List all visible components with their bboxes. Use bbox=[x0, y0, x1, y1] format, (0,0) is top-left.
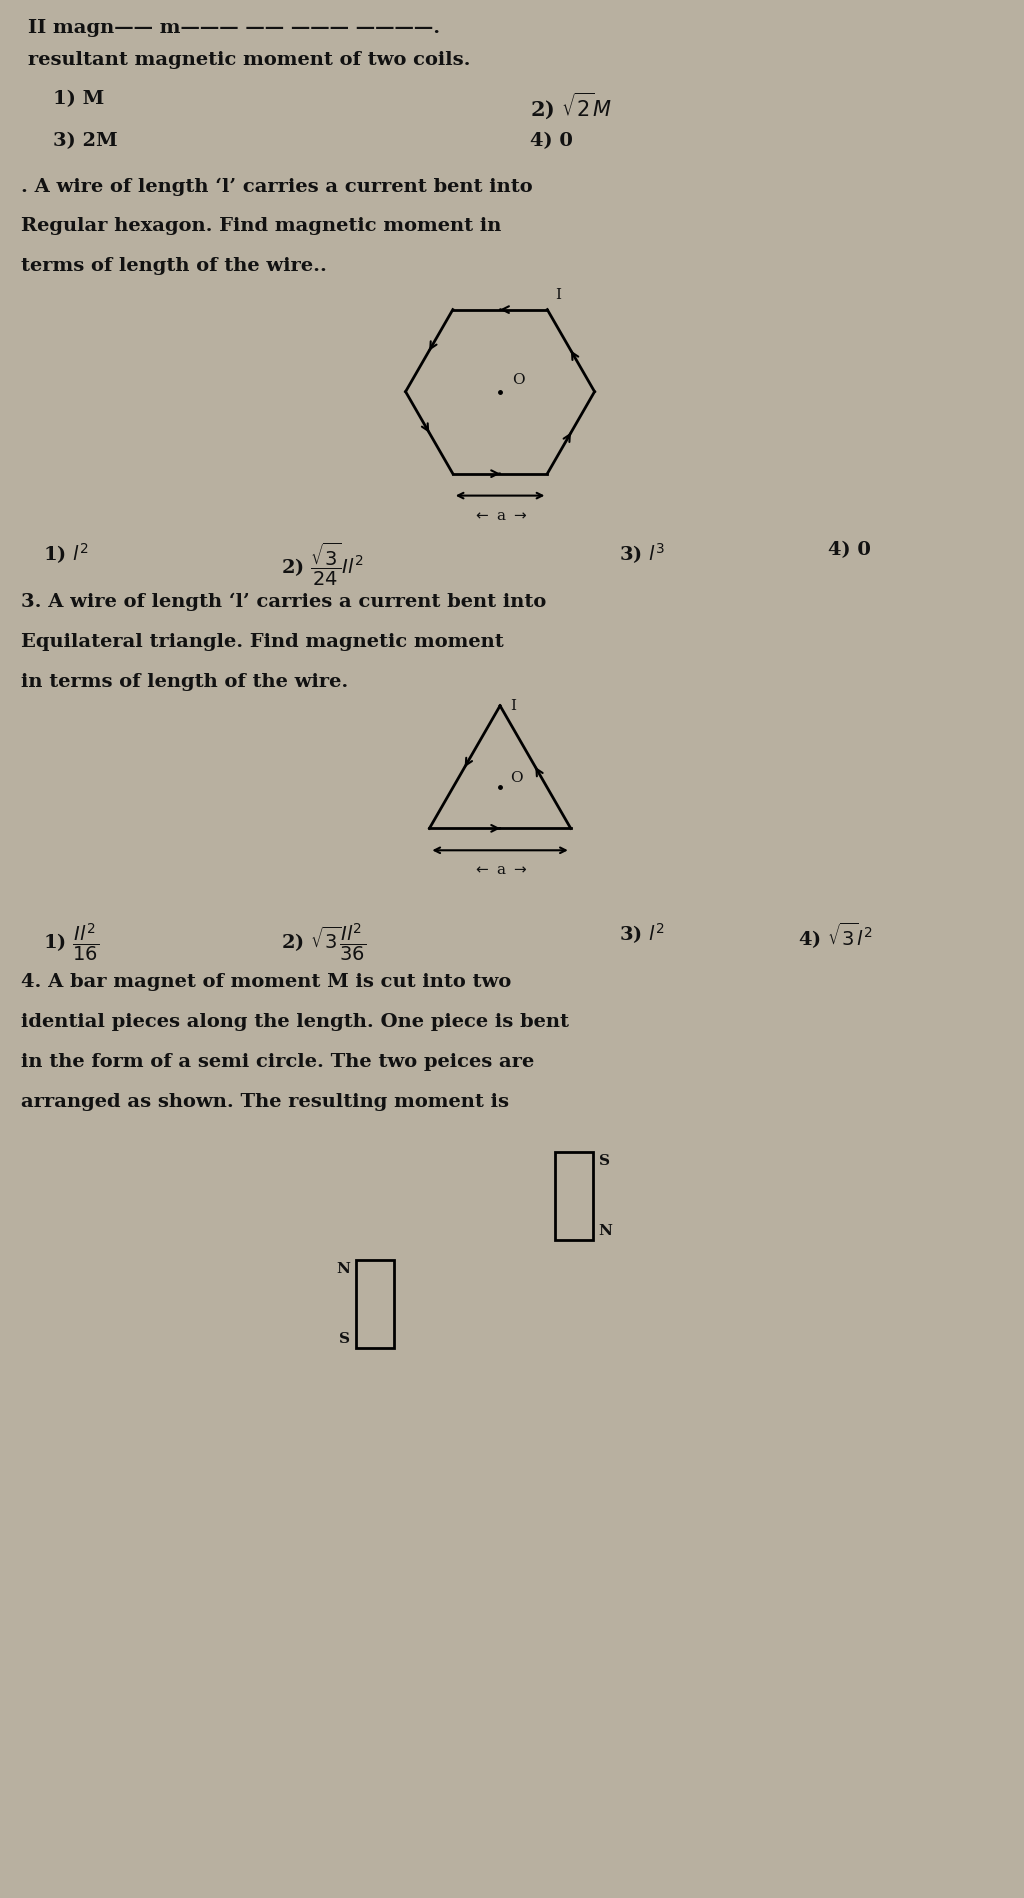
Text: 2) $\dfrac{\sqrt{3}}{24}Il^2$: 2) $\dfrac{\sqrt{3}}{24}Il^2$ bbox=[282, 541, 364, 588]
Text: I: I bbox=[555, 288, 561, 302]
Bar bbox=[356, 1260, 393, 1348]
Text: S: S bbox=[598, 1154, 609, 1169]
Text: 4) $\sqrt{3}l^2$: 4) $\sqrt{3}l^2$ bbox=[799, 921, 872, 951]
Text: I: I bbox=[510, 698, 516, 714]
Text: 4) 0: 4) 0 bbox=[828, 541, 871, 560]
Text: 1) $\dfrac{Il^2}{16}$: 1) $\dfrac{Il^2}{16}$ bbox=[43, 921, 99, 962]
Text: N: N bbox=[336, 1262, 350, 1275]
Text: II magn—— m——— —— ——— ————.: II magn—— m——— —— ——— ————. bbox=[28, 19, 439, 36]
Text: $\leftarrow$ a $\rightarrow$: $\leftarrow$ a $\rightarrow$ bbox=[473, 509, 527, 522]
Text: in terms of length of the wire.: in terms of length of the wire. bbox=[20, 672, 348, 691]
Text: 3) $l^2$: 3) $l^2$ bbox=[620, 921, 666, 945]
Text: arranged as shown. The resulting moment is: arranged as shown. The resulting moment … bbox=[20, 1093, 509, 1110]
Text: in the form of a semi circle. The two peices are: in the form of a semi circle. The two pe… bbox=[20, 1053, 534, 1070]
Text: 2) $\sqrt{2}M$: 2) $\sqrt{2}M$ bbox=[529, 91, 612, 121]
Text: O: O bbox=[512, 372, 524, 387]
Text: 3) 2M: 3) 2M bbox=[52, 133, 117, 150]
Text: 3. A wire of length ‘l’ carries a current bent into: 3. A wire of length ‘l’ carries a curren… bbox=[20, 592, 546, 611]
Text: 1) $l^2$: 1) $l^2$ bbox=[43, 541, 88, 566]
Bar bbox=[555, 1152, 593, 1239]
Text: . A wire of length ‘l’ carries a current bent into: . A wire of length ‘l’ carries a current… bbox=[20, 177, 532, 195]
Text: Regular hexagon. Find magnetic moment in: Regular hexagon. Find magnetic moment in bbox=[20, 216, 501, 235]
Text: 4) 0: 4) 0 bbox=[529, 133, 572, 150]
Text: 4. A bar magnet of moment M is cut into two: 4. A bar magnet of moment M is cut into … bbox=[20, 974, 511, 991]
Text: O: O bbox=[510, 771, 522, 784]
Text: 3) $l^3$: 3) $l^3$ bbox=[620, 541, 666, 566]
Text: terms of length of the wire..: terms of length of the wire.. bbox=[20, 256, 327, 275]
Text: 2) $\sqrt{3}\dfrac{Il^2}{36}$: 2) $\sqrt{3}\dfrac{Il^2}{36}$ bbox=[282, 921, 367, 962]
Text: Equilateral triangle. Find magnetic moment: Equilateral triangle. Find magnetic mome… bbox=[20, 632, 504, 651]
Text: S: S bbox=[339, 1332, 350, 1346]
Text: idential pieces along the length. One piece is bent: idential pieces along the length. One pi… bbox=[20, 1014, 568, 1031]
Text: resultant magnetic moment of two coils.: resultant magnetic moment of two coils. bbox=[28, 51, 470, 68]
Text: N: N bbox=[598, 1224, 612, 1237]
Text: $\leftarrow$ a $\rightarrow$: $\leftarrow$ a $\rightarrow$ bbox=[473, 864, 527, 877]
Text: 1) M: 1) M bbox=[52, 91, 103, 108]
